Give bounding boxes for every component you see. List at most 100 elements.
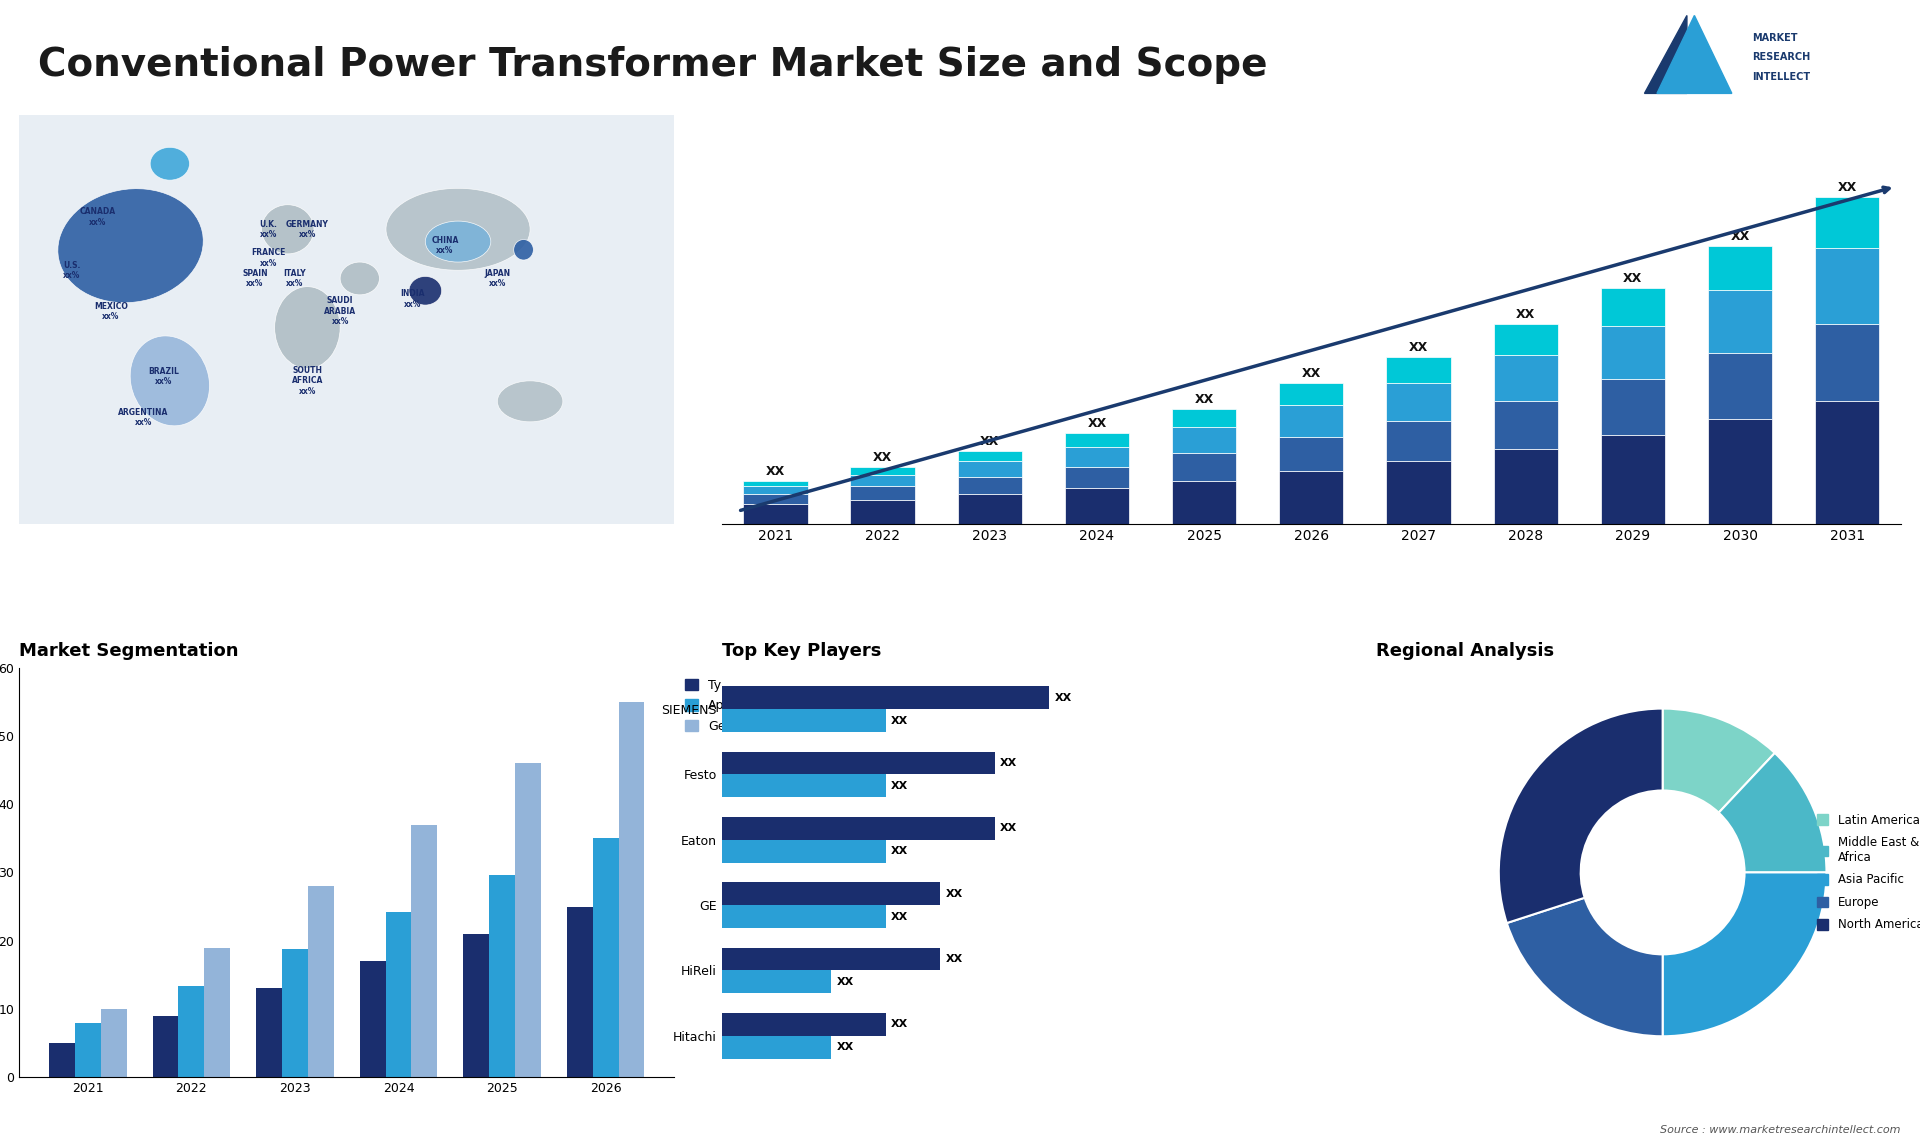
Text: U.S.
xx%: U.S. xx% (63, 260, 81, 280)
Bar (1386, 461, 1452, 524)
Text: XX: XX (1517, 307, 1536, 321)
Text: XX: XX (891, 1019, 908, 1029)
Bar (1171, 453, 1236, 480)
Bar (1709, 246, 1772, 290)
Ellipse shape (131, 336, 209, 426)
Bar (851, 474, 914, 487)
Bar (152, 1015, 179, 1077)
Bar (490, 876, 515, 1077)
Text: Top Key Players: Top Key Players (722, 643, 881, 660)
Text: FRANCE
xx%: FRANCE xx% (252, 249, 286, 268)
Text: XX: XX (874, 450, 893, 464)
Bar (722, 709, 885, 732)
Bar (179, 986, 204, 1077)
Bar (75, 1022, 100, 1077)
Ellipse shape (261, 205, 315, 254)
Bar (743, 480, 808, 487)
Bar (1814, 196, 1880, 249)
Text: Market Segmentation: Market Segmentation (19, 643, 238, 660)
Bar (958, 461, 1021, 477)
Text: Regional Analysis: Regional Analysis (1377, 643, 1553, 660)
Bar (1066, 433, 1129, 447)
Bar (851, 466, 914, 474)
Text: XX: XX (891, 715, 908, 725)
Bar (515, 763, 541, 1077)
Bar (1814, 249, 1880, 323)
Text: XX: XX (1837, 181, 1857, 194)
Bar (1386, 358, 1452, 383)
Bar (722, 817, 995, 840)
Text: XX: XX (947, 953, 962, 964)
Ellipse shape (150, 148, 190, 180)
Text: SAUDI
ARABIA
xx%: SAUDI ARABIA xx% (324, 297, 357, 327)
Bar (1279, 405, 1344, 437)
Ellipse shape (497, 380, 563, 422)
Text: MARKET: MARKET (1751, 33, 1797, 44)
Bar (1386, 421, 1452, 461)
Bar (1601, 288, 1665, 325)
Polygon shape (1644, 15, 1688, 93)
Text: XX: XX (979, 434, 1000, 448)
Bar (722, 686, 1050, 709)
Bar (722, 882, 941, 905)
Bar (1279, 383, 1344, 405)
Text: Conventional Power Transformer Market Size and Scope: Conventional Power Transformer Market Si… (38, 46, 1267, 84)
Text: XX: XX (837, 1042, 854, 1052)
Bar (1709, 353, 1772, 419)
Text: XX: XX (766, 464, 785, 478)
Wedge shape (1507, 897, 1663, 1036)
Bar (722, 1013, 885, 1036)
Bar (1494, 401, 1557, 449)
Text: XX: XX (1302, 367, 1321, 380)
Polygon shape (1657, 15, 1732, 93)
Bar (1171, 409, 1236, 427)
Bar (743, 494, 808, 504)
Text: RESEARCH: RESEARCH (1751, 53, 1811, 63)
Bar (463, 934, 490, 1077)
Ellipse shape (515, 240, 534, 260)
Bar (50, 1043, 75, 1077)
Text: XX: XX (1054, 692, 1071, 702)
Ellipse shape (426, 221, 492, 262)
Bar (1279, 437, 1344, 471)
Bar (1171, 427, 1236, 453)
Bar (958, 450, 1021, 461)
Bar (851, 501, 914, 524)
Bar (1709, 290, 1772, 353)
Bar (722, 971, 831, 994)
Text: XX: XX (891, 911, 908, 921)
Bar (1814, 323, 1880, 401)
Text: XX: XX (1622, 272, 1642, 285)
Wedge shape (1500, 708, 1663, 923)
Text: GERMANY
xx%: GERMANY xx% (286, 220, 328, 240)
Bar (255, 989, 282, 1077)
Bar (722, 1036, 831, 1059)
Bar (1601, 325, 1665, 379)
Text: CHINA
xx%: CHINA xx% (432, 236, 459, 256)
Bar (743, 504, 808, 524)
Text: JAPAN
xx%: JAPAN xx% (484, 269, 511, 288)
Bar (386, 912, 411, 1077)
Ellipse shape (386, 188, 530, 270)
Text: CANADA
xx%: CANADA xx% (81, 207, 115, 227)
Text: XX: XX (1000, 823, 1018, 833)
Wedge shape (1663, 872, 1826, 1036)
Bar (282, 949, 307, 1077)
Bar (722, 752, 995, 775)
Bar (359, 961, 386, 1077)
Text: XX: XX (1409, 342, 1428, 354)
Text: XX: XX (837, 976, 854, 987)
Text: ARGENTINA
xx%: ARGENTINA xx% (119, 408, 169, 427)
Bar (618, 701, 645, 1077)
Wedge shape (1663, 708, 1774, 813)
Bar (307, 886, 334, 1077)
Bar (1814, 401, 1880, 524)
Bar (743, 487, 808, 494)
Text: XX: XX (891, 846, 908, 856)
Bar (1279, 471, 1344, 524)
Bar (411, 825, 438, 1077)
Text: INDIA
xx%: INDIA xx% (399, 289, 424, 308)
Bar (1066, 488, 1129, 524)
Bar (958, 477, 1021, 494)
Bar (1601, 379, 1665, 434)
